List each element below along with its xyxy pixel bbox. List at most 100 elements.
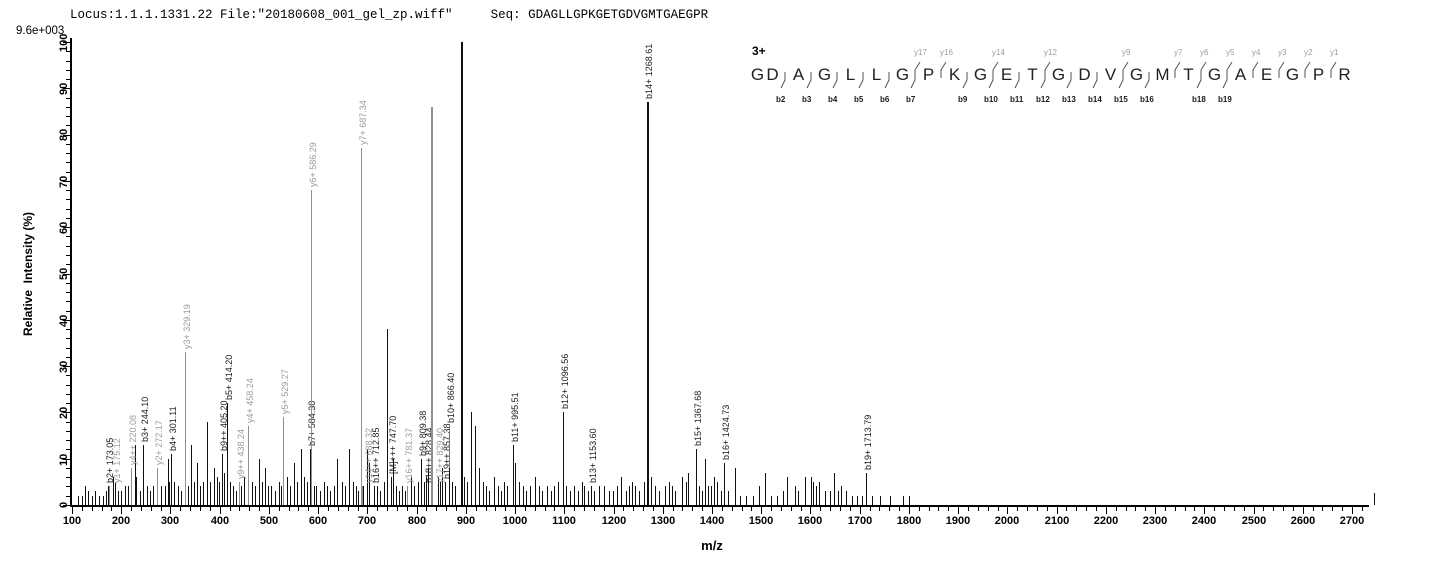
- x-axis-tick: [653, 507, 654, 511]
- fragmentation-boundary: b2: [776, 60, 791, 104]
- x-tick-label: 1100: [552, 515, 576, 527]
- x-axis-tick: [1076, 507, 1077, 511]
- residue-letter: G: [817, 65, 832, 84]
- spectrum-peak: [483, 482, 484, 505]
- x-axis-tick: [515, 507, 516, 514]
- spectrum-peak: [330, 491, 331, 505]
- spectrum-peak: [377, 486, 378, 505]
- spectrum-peak: [621, 477, 622, 505]
- spectrum-peak: [393, 459, 394, 505]
- spectrum-peak: [399, 491, 400, 505]
- spectrum-peak: [479, 468, 480, 505]
- spectrum-peak: [181, 491, 182, 505]
- fragmentation-boundary: y4: [1248, 48, 1260, 90]
- x-axis-tick: [1106, 507, 1107, 514]
- spectrum-peak: [686, 482, 687, 505]
- x-tick-label: 1300: [650, 515, 676, 527]
- b-ion-label: b12: [1036, 95, 1050, 104]
- x-axis-tick: [1135, 507, 1136, 511]
- spectrum-peak: [688, 473, 689, 505]
- spectrum-peak: [362, 486, 363, 505]
- spectrum-peak: [165, 486, 166, 505]
- y-axis-tick: [66, 301, 70, 302]
- y-ion-label: y3: [1278, 48, 1287, 57]
- spectrum-peak: [838, 491, 839, 505]
- b-ion-label: b15: [1114, 95, 1128, 104]
- spectrum-peak: [200, 486, 201, 505]
- spectrum-peak: [210, 482, 211, 505]
- spectrum-peak: [644, 482, 645, 505]
- spectrum-peak: [759, 486, 760, 505]
- y-ion-label: y4: [1252, 48, 1261, 57]
- spectrum-peak: [342, 482, 343, 505]
- x-axis-tick: [407, 507, 408, 511]
- x-axis-tick: [456, 507, 457, 511]
- spectrum-peak: [121, 491, 122, 505]
- x-axis-tick: [751, 507, 752, 511]
- x-axis-tick: [1096, 507, 1097, 511]
- spectrum-peak: [259, 459, 260, 505]
- precursor-charge: 3+: [752, 44, 766, 58]
- x-axis-tick: [525, 507, 526, 511]
- x-axis-tick: [1116, 507, 1117, 511]
- spectrum-peak: [188, 486, 189, 505]
- peak-label: b7+ 584.30: [307, 401, 317, 447]
- x-axis-tick: [1204, 507, 1205, 514]
- spectrum-peak: [795, 486, 796, 505]
- x-tick-label: 1000: [502, 515, 528, 527]
- spectrum-peak: [570, 491, 571, 505]
- x-axis-tick: [338, 507, 339, 511]
- y-axis-tick: [66, 468, 70, 469]
- fragmentation-boundary: y17 b7: [906, 48, 927, 104]
- spectrum-peak: [655, 486, 656, 505]
- spectrum-peak: [310, 449, 311, 505]
- y-tick-label: 20: [58, 406, 70, 420]
- peak-label: y2+ 272.17: [154, 420, 164, 465]
- x-axis-tick: [161, 507, 162, 511]
- x-axis-tick: [554, 507, 555, 511]
- x-axis-tick: [426, 507, 427, 511]
- x-axis-tick: [1224, 507, 1225, 511]
- y-axis-tick: [66, 394, 70, 395]
- x-axis-tick: [1293, 507, 1294, 511]
- spectrum-peak: [402, 486, 403, 505]
- spectrum-peak: [168, 459, 169, 505]
- x-axis-tick: [771, 507, 772, 511]
- spectrum-peak: [811, 477, 812, 505]
- spectrum-peak: [475, 426, 476, 505]
- x-axis-tick: [594, 507, 595, 511]
- x-axis-tick: [72, 507, 73, 514]
- spectrum-peak: [128, 486, 129, 505]
- y-axis-tick: [66, 79, 70, 80]
- x-axis-title: m/z: [701, 538, 723, 553]
- x-axis-tick: [584, 507, 585, 511]
- x-axis-tick: [92, 507, 93, 511]
- x-axis-tick: [938, 507, 939, 511]
- y-tick-label: 90: [58, 82, 70, 96]
- spectrum-peak: [125, 486, 126, 505]
- y-axis-line: [70, 38, 72, 507]
- spectrum-header: Locus:1.1.1.1331.22 File:"20180608_001_g…: [70, 8, 708, 22]
- x-axis-tick: [820, 507, 821, 511]
- spectrum-peak: [787, 477, 788, 505]
- x-axis-tick: [1303, 507, 1304, 514]
- spectrum-peak: [290, 486, 291, 505]
- fragmentation-boundary: b4: [828, 60, 843, 104]
- spectrum-peak: [659, 491, 660, 505]
- y-ion-label: y16: [940, 48, 953, 57]
- fragmentation-boundary: b6: [880, 60, 895, 104]
- spectrum-peak: [489, 491, 490, 505]
- spectrum-peak: [519, 482, 520, 505]
- x-axis-tick: [1175, 507, 1176, 511]
- spectrum-peak: [890, 496, 891, 505]
- spectrum-peak: [777, 496, 778, 505]
- residue-letter: G: [1129, 65, 1144, 84]
- residue-letter: L: [845, 65, 856, 84]
- residue-letter: G: [1285, 65, 1300, 84]
- x-tick-label: 500: [259, 515, 279, 527]
- spectrum-peak: [214, 468, 215, 505]
- b-ion-label: b9: [958, 95, 968, 104]
- spectrum-peak: [304, 477, 305, 505]
- spectrum-peak: [852, 496, 853, 505]
- spectrum-peak: [651, 477, 652, 505]
